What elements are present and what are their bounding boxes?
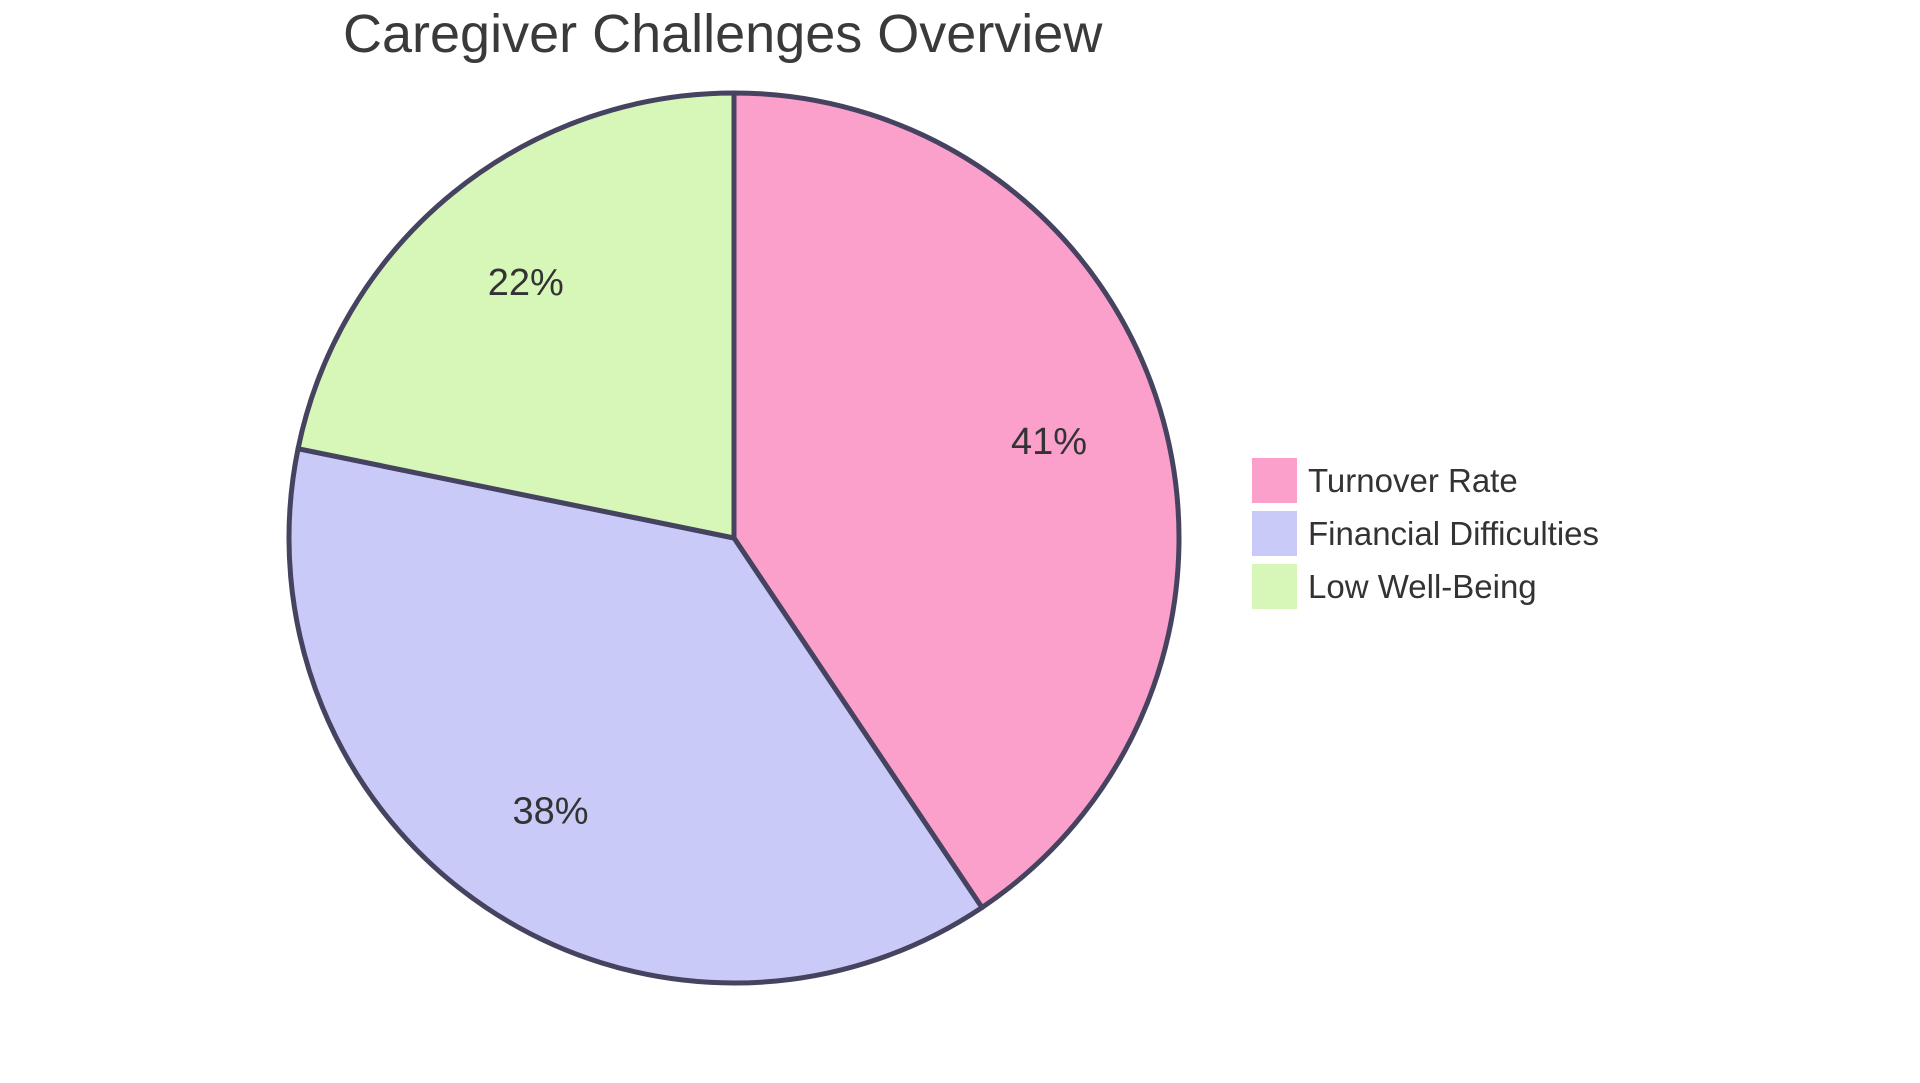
pie-slice-financial-difficulties[interactable] bbox=[286, 446, 985, 986]
legend-swatch-turnover-rate bbox=[1252, 458, 1297, 503]
legend-item-turnover-rate[interactable]: Turnover Rate bbox=[1252, 458, 1599, 503]
pie-slice-low-well-being[interactable] bbox=[295, 90, 737, 541]
pie-slice-turnover-rate[interactable] bbox=[731, 90, 1182, 911]
legend-swatch-low-well-being bbox=[1252, 564, 1297, 609]
legend-label-financial-difficulties: Financial Difficulties bbox=[1308, 515, 1600, 552]
chart-title: Caregiver Challenges Overview bbox=[343, 4, 1103, 64]
legend-item-financial-difficulties[interactable]: Financial Difficulties bbox=[1252, 511, 1599, 556]
legend-item-low-well-being[interactable]: Low Well-Being bbox=[1252, 564, 1599, 609]
legend-swatch-financial-difficulties bbox=[1252, 511, 1297, 556]
legend: Turnover Rate Financial Difficulties Low… bbox=[1252, 458, 1599, 609]
legend-label-low-well-being: Low Well-Being bbox=[1308, 568, 1537, 605]
legend-label-turnover-rate: Turnover Rate bbox=[1308, 462, 1518, 499]
slice-percent-label-low-well-being: 22% bbox=[488, 262, 564, 304]
slice-percent-label-financial-difficulties: 38% bbox=[512, 790, 588, 832]
slice-percent-label-turnover-rate: 41% bbox=[1011, 421, 1087, 463]
